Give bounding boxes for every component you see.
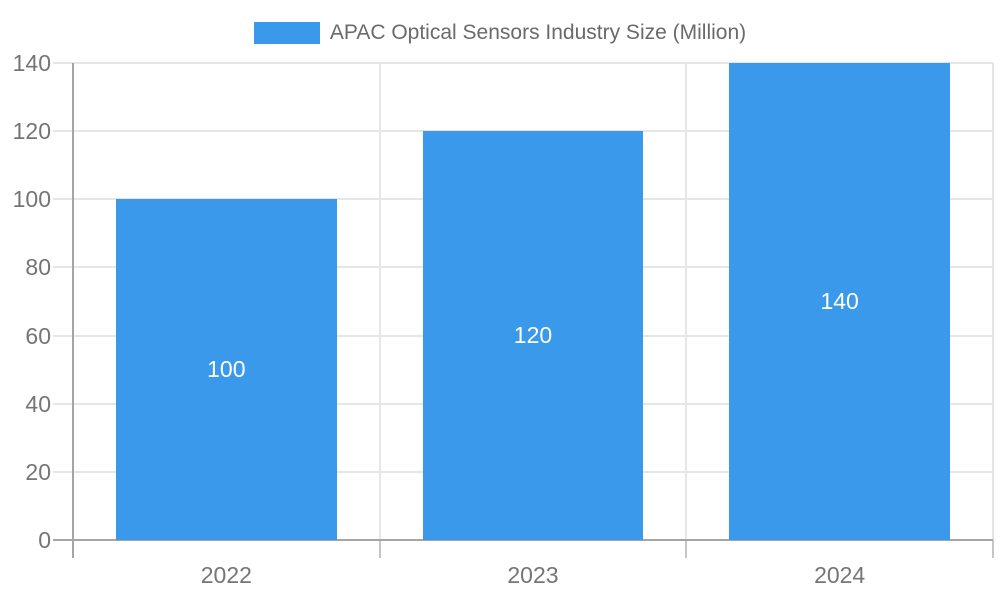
y-tick-label: 20: [25, 458, 51, 485]
x-tick-label: 2024: [814, 562, 866, 588]
y-tick-label: 0: [38, 527, 51, 553]
y-tick-label: 80: [25, 254, 51, 281]
category-boundary-gridline: [992, 63, 994, 540]
x-axis-tick: [992, 540, 994, 558]
category-boundary-gridline: [378, 63, 381, 540]
x-tick-label: 2022: [200, 562, 252, 588]
y-tick-label: 140: [12, 50, 51, 76]
y-tick-label: 40: [25, 390, 51, 417]
bar[interactable]: 120: [422, 131, 644, 540]
y-tick-label: 120: [12, 118, 51, 145]
legend-label: APAC Optical Sensors Industry Size (Mill…: [329, 21, 747, 44]
y-tick-label: 60: [25, 322, 51, 349]
x-axis-tick: [685, 540, 688, 558]
y-tick-label: 100: [12, 186, 51, 213]
legend[interactable]: APAC Optical Sensors Industry Size (Mill…: [0, 18, 1000, 48]
bar[interactable]: 100: [115, 199, 337, 540]
y-axis-line: [72, 63, 74, 558]
bar-value-label: 120: [513, 322, 553, 349]
x-axis-tick: [378, 540, 381, 558]
y-gridline: [53, 62, 993, 64]
x-axis-line: [53, 539, 993, 541]
bar-value-label: 140: [820, 288, 859, 314]
x-tick-label: 2023: [507, 562, 559, 588]
category-boundary-gridline: [685, 63, 688, 540]
legend-swatch-icon: [253, 22, 320, 44]
bar[interactable]: 140: [729, 63, 951, 540]
bar-value-label: 100: [207, 356, 246, 383]
